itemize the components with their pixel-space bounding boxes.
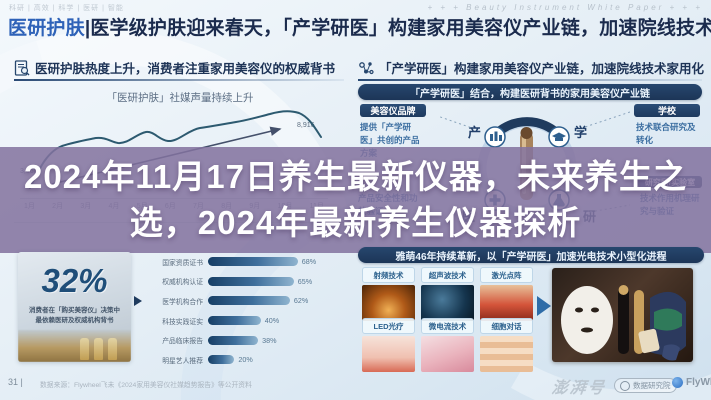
gold-box: [638, 328, 660, 354]
bar-value: 40%: [264, 316, 280, 326]
bar: [208, 276, 294, 286]
goggle-part: [662, 344, 680, 361]
led-therapy-image: [362, 336, 415, 372]
article-title-line2: 选，2024年最新养生仪器探析: [129, 204, 582, 241]
tech-tile: 射频技术: [362, 267, 415, 321]
tech-tile: 激光点阵: [480, 267, 533, 321]
brand-banner: 雅萌46年持续革新，以「产学研医」加速光电技术小型化进程: [358, 247, 704, 263]
page-headline: 医研护肤|医学级护肤迎来春天，「产学研医」构建家用美容仪产业链，加速院线技术家用…: [8, 13, 711, 40]
device-family-photo: [552, 268, 693, 362]
device-wand-black: [618, 286, 629, 354]
left-section-header: 医研护肤热度上升，消费者注重家用美容仪的权威背书: [14, 58, 335, 77]
stat-caption-1: 消费者在「购买美容仪」决策中: [29, 307, 120, 314]
node-school: [548, 126, 570, 148]
bar-row: 权威机构认证 65%: [146, 272, 351, 292]
char-school: 学: [574, 125, 588, 140]
data-source-note: 数据来源：Flywheel飞未《2024家用美容仪社媒趋势报告》等公开资料: [40, 382, 252, 389]
bottle-image: [108, 338, 117, 360]
left-section-title: 医研护肤热度上升，消费者注重家用美容仪的权威背书: [35, 62, 336, 76]
watermark-text: + + + Beauty Instrument White Paper + + …: [427, 3, 703, 12]
bottle-image: [94, 338, 103, 360]
report-magnifier-icon: [14, 59, 30, 76]
brand-box-title: 美容仪品牌: [360, 104, 426, 117]
face-mask-white: [561, 286, 613, 354]
tile-label: 射频技术: [362, 267, 415, 283]
bar-label: 权威机构认证: [162, 279, 203, 287]
stat-value: 32%: [41, 262, 108, 299]
rf-technology-image: [362, 285, 415, 321]
bar-label: 国家资质证书: [162, 259, 203, 267]
tech-tile: 微电流技术: [421, 318, 474, 372]
article-title-line1: 2024年11月17日养生最新仪器，未来养生之: [23, 158, 687, 196]
top-tags: 科研 | 高效 | 科学 | 医研 | 智能: [9, 5, 124, 12]
bottle-image: [80, 338, 89, 360]
bar-value: 68%: [301, 257, 317, 267]
bar-value: 62%: [293, 296, 309, 306]
microcurrent-technology-image: [421, 336, 474, 372]
helmet-green-visor: [654, 308, 682, 331]
network-molecule-icon: [359, 61, 374, 74]
bar-value: 20%: [238, 355, 253, 365]
bar-row: 科技实践证实 40%: [146, 311, 351, 331]
right-section-title: 「产学研医」构建家用美容仪产业链，加速院线技术家用化: [379, 62, 705, 76]
tile-label: LED光疗: [362, 318, 415, 334]
flywheel-logo: FlyWheel: [672, 377, 711, 388]
tile-label: 激光点阵: [480, 267, 533, 283]
page-number: 31 |: [8, 377, 23, 387]
arrow-right-icon: [537, 296, 551, 316]
divider: [14, 79, 344, 81]
bar-value: 38%: [262, 335, 277, 345]
highlight-arrow-icon: [134, 296, 142, 307]
line-chart-title: 「医研护肤」社媒声量持续上升: [106, 92, 254, 104]
tile-label: 微电流技术: [421, 318, 474, 334]
node-industry: [484, 126, 506, 148]
cell-dialogue-image: [480, 336, 533, 372]
pengpai-logo: 澎湃号: [550, 380, 607, 397]
ultrasound-technology-image: [421, 285, 474, 321]
bar: [208, 355, 235, 365]
bar-label: 明星艺人推荐: [162, 357, 203, 365]
right-section-header: 「产学研医」构建家用美容仪产业链，加速院线技术家用化: [358, 58, 704, 77]
badge-label: 数据研究院: [633, 381, 671, 390]
bar: [208, 296, 290, 306]
laser-dot-matrix-image: [480, 285, 533, 321]
bar-row: 产品临床报告 38%: [146, 330, 351, 350]
flywheel-label: FlyWheel: [686, 377, 711, 388]
bar-row-highlighted: 医学机构合作 62%: [134, 291, 351, 311]
badge-icon: [620, 380, 630, 391]
headline-rest: |医学级护肤迎来春天，「产学研医」构建家用美容仪产业链，加速院线技术家用化发展: [84, 18, 711, 39]
stat-caption-2: 最依赖医研及权威机构背书: [35, 317, 114, 324]
stat-photo-card: 32% 消费者在「购买美容仪」决策中 最依赖医研及权威机构背书: [18, 252, 131, 362]
flywheel-icon: [672, 377, 683, 388]
char-industry: 产: [468, 125, 482, 140]
bar-label: 产品临床报告: [162, 338, 203, 346]
school-box-title: 学校: [634, 104, 700, 117]
device-shapes: [561, 285, 686, 361]
endorsement-bar-chart: 国家资质证书 68% 权威机构认证 65% 医学机构合作 62% 科技实践证实 …: [134, 252, 351, 370]
bar-value: 65%: [297, 276, 313, 286]
bar-row: 国家资质证书 68%: [146, 252, 351, 272]
bar-label: 医学机构合作: [162, 298, 203, 306]
bar-row: 明星艺人推荐 20%: [146, 350, 351, 370]
tile-label: 细胞对话: [480, 318, 533, 334]
tech-tile: 细胞对话: [480, 318, 533, 372]
school-box-desc: 技术联合研究及转化: [636, 122, 696, 146]
bar: [208, 257, 298, 267]
tech-tile: LED光疗: [362, 318, 415, 372]
divider: [358, 79, 702, 81]
chain-banner: 「产学研医」结合，构建医研背书的家用美容仪产业链: [358, 84, 702, 100]
bar-label: 科技实践证实: [162, 318, 203, 326]
line-end-value: 8,916: [297, 122, 315, 129]
headline-highlight: 医研护肤: [8, 18, 85, 39]
bar: [208, 316, 261, 326]
article-title-overlay: 2024年11月17日养生最新仪器，未来养生之 选，2024年最新养生仪器探析: [0, 147, 711, 253]
line-series: [29, 110, 322, 189]
research-institute-badge: 数据研究院: [614, 378, 677, 393]
tile-label: 超声波技术: [421, 267, 474, 283]
tech-tile: 超声波技术: [421, 267, 474, 321]
bar: [208, 335, 259, 345]
